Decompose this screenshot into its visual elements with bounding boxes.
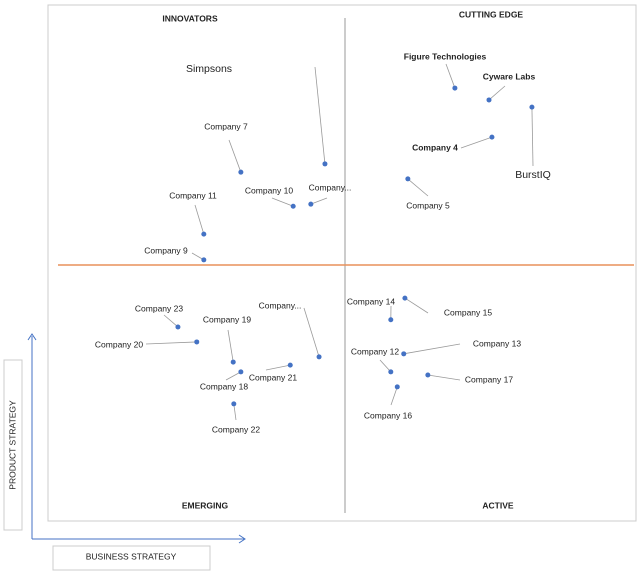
point [238, 170, 243, 175]
leader-line [404, 344, 460, 354]
quadrant-label: EMERGING [182, 500, 229, 510]
leader-line [146, 342, 197, 344]
point-label: Company 9 [144, 245, 188, 255]
quadrant-label: INNOVATORS [162, 13, 218, 23]
leader-line [164, 315, 178, 327]
point [308, 202, 313, 207]
point [322, 161, 327, 166]
leader-line [391, 387, 397, 405]
leader-line [226, 372, 241, 380]
y-axis-label: PRODUCT STRATEGY [7, 400, 17, 490]
leader-line [315, 67, 325, 164]
point-label: Company 22 [212, 424, 260, 434]
point [401, 351, 406, 356]
point-label: BurstIQ [515, 169, 551, 181]
point [529, 105, 534, 110]
point-label: Company... [259, 300, 302, 310]
leader-line [272, 198, 293, 206]
point [238, 369, 243, 374]
leader-line [461, 137, 492, 148]
point-label: Company... [309, 182, 352, 192]
point [388, 317, 393, 322]
point [402, 296, 407, 301]
point [194, 339, 199, 344]
point [489, 135, 494, 140]
point-label: Figure Technologies [404, 51, 487, 61]
leader-line [195, 205, 204, 234]
point-label: Company 11 [169, 190, 217, 200]
point [395, 384, 400, 389]
point-label: Company 20 [95, 339, 143, 349]
point [231, 360, 236, 365]
leader-line [428, 375, 460, 380]
leader-line [532, 107, 533, 166]
point-label: Company 15 [444, 307, 492, 317]
point-label: Company 17 [465, 374, 513, 384]
point-label: Company 19 [203, 314, 251, 324]
point-label: Company 21 [249, 372, 297, 382]
point [175, 324, 180, 329]
point-label: Company 12 [351, 346, 399, 356]
point-label: Company 18 [200, 381, 248, 391]
leader-line [489, 86, 505, 100]
point [201, 232, 206, 237]
point [291, 204, 296, 209]
point-label: Cyware Labs [483, 71, 536, 81]
leader-line [446, 64, 455, 88]
leader-line [229, 140, 241, 172]
leader-line [311, 198, 327, 204]
leader-line [266, 365, 290, 370]
point [201, 257, 206, 262]
point-label: Company 23 [135, 303, 183, 313]
point-label: Company 10 [245, 185, 293, 195]
quadrant-label: ACTIVE [482, 500, 514, 510]
point [231, 401, 236, 406]
point [425, 372, 430, 377]
point [388, 369, 393, 374]
quadrant-label: CUTTING EDGE [459, 9, 524, 19]
point-label: Company 7 [204, 121, 248, 131]
plot-frame [48, 5, 636, 521]
point-label: Company 5 [406, 200, 450, 210]
leader-line [228, 330, 233, 362]
leader-line [405, 298, 428, 313]
leader-line [304, 308, 319, 357]
point-label: Company 16 [364, 410, 412, 420]
point-label: Company 4 [412, 142, 458, 152]
point [452, 86, 457, 91]
point-label: Simpsons [186, 63, 232, 75]
point-label: Company 13 [473, 338, 521, 348]
point [317, 354, 322, 359]
x-axis-label: BUSINESS STRATEGY [86, 551, 177, 561]
point [487, 97, 492, 102]
point [288, 363, 293, 368]
leader-line [408, 179, 428, 196]
point-label: Company 14 [347, 296, 395, 306]
point [405, 176, 410, 181]
